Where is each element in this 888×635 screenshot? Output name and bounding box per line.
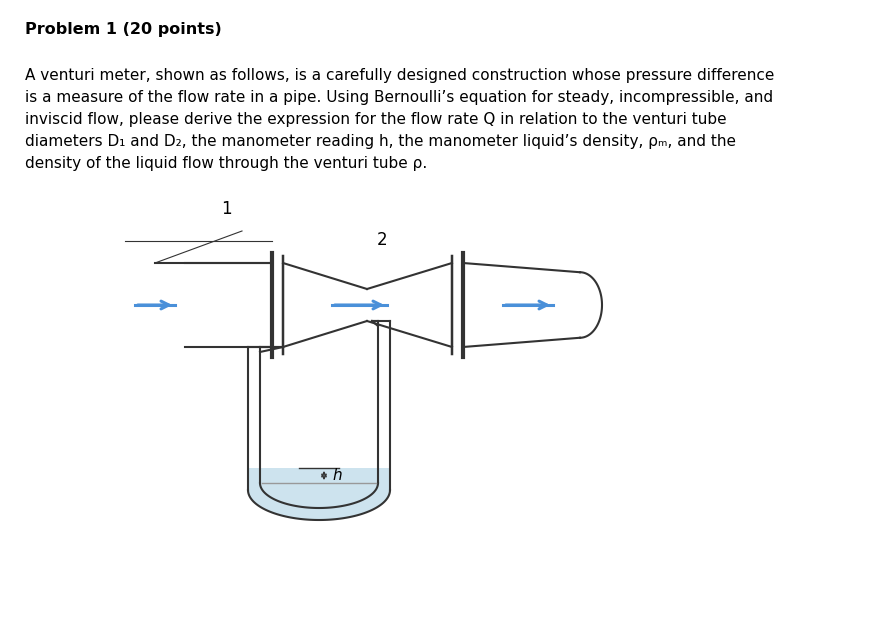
Text: is a measure of the flow rate in a pipe. Using Bernoulli’s equation for steady, : is a measure of the flow rate in a pipe.… [25, 90, 773, 105]
Text: h: h [332, 468, 342, 483]
Text: A venturi meter, shown as follows, is a carefully designed construction whose pr: A venturi meter, shown as follows, is a … [25, 68, 774, 83]
Text: 1: 1 [221, 200, 232, 218]
Text: 2: 2 [377, 231, 388, 249]
Text: diameters D₁ and D₂, the manometer reading h, the manometer liquid’s density, ρₘ: diameters D₁ and D₂, the manometer readi… [25, 134, 736, 149]
Text: density of the liquid flow through the venturi tube ρ.: density of the liquid flow through the v… [25, 156, 427, 171]
Text: inviscid flow, please derive the expression for the flow rate Q in relation to t: inviscid flow, please derive the express… [25, 112, 726, 127]
Text: Problem 1 (20 points): Problem 1 (20 points) [25, 22, 222, 37]
Polygon shape [248, 468, 390, 520]
